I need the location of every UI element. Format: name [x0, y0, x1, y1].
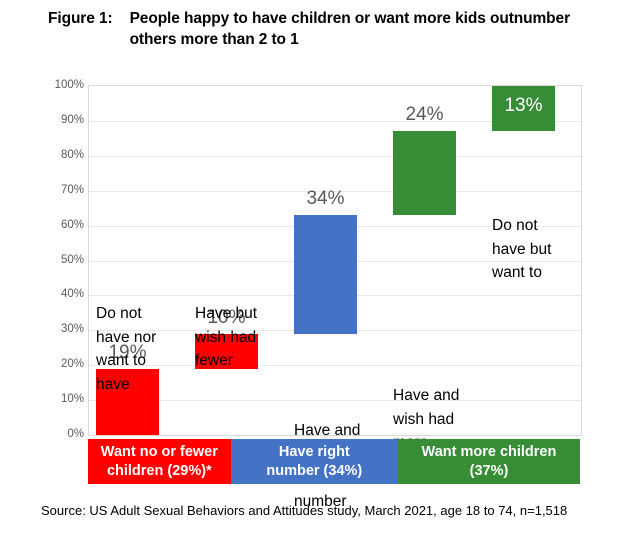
- bar-description: Do not have nor want to have: [96, 305, 157, 393]
- figure-number-label: Figure 1:: [48, 10, 113, 27]
- legend-cell[interactable]: Want more children (37%): [397, 439, 580, 484]
- page-title: Figure 1: People happy to have children …: [48, 8, 608, 50]
- bar-value-label: 34%: [306, 188, 345, 210]
- y-axis-tick-label: 80%: [60, 148, 84, 161]
- bar-segment[interactable]: [294, 215, 357, 334]
- y-axis-tick-label: 40%: [60, 288, 84, 301]
- gridline: [89, 190, 581, 192]
- y-axis-tick-label: 70%: [60, 183, 84, 196]
- category-legend: Want no or fewer children (29%)* Have rig…: [88, 439, 580, 484]
- y-axis-tick-label: 30%: [60, 323, 84, 336]
- bar-segment[interactable]: [393, 131, 456, 216]
- bar-segment[interactable]: [96, 368, 159, 435]
- bar-value-label: 19%: [108, 341, 147, 363]
- y-axis-tick-label: 50%: [60, 253, 84, 266]
- y-axis-tick-label: 60%: [60, 218, 84, 231]
- bar-description: Do not have but want to: [492, 217, 552, 281]
- y-axis: 100% 90% 80% 70% 60% 50% 40% 30% 20% 10% 0%: [34, 78, 84, 440]
- gridline: [89, 400, 581, 402]
- figure-title-text: People happy to have children or want mo…: [129, 10, 571, 48]
- bar-value-label: 10%: [207, 306, 246, 328]
- bar-value-label: 24%: [405, 104, 444, 126]
- legend-cell[interactable]: Want no or fewer children (29%)*: [88, 439, 231, 484]
- bar-segment[interactable]: [195, 333, 258, 369]
- y-axis-tick-label: 0%: [67, 428, 84, 440]
- y-axis-tick-label: 100%: [54, 79, 84, 91]
- gridline: [89, 155, 581, 157]
- y-axis-tick-label: 10%: [60, 393, 84, 406]
- legend-cell[interactable]: Have right number (34%): [230, 439, 398, 484]
- gridline: [89, 365, 581, 367]
- waterfall-chart: 100% 90% 80% 70% 60% 50% 40% 30% 20% 10% 0% 19% Do …: [0, 78, 640, 510]
- y-axis-tick-label: 90%: [60, 113, 84, 126]
- gridline: [89, 120, 581, 122]
- bar-segment[interactable]: [492, 86, 555, 132]
- bar-value-label: 13%: [504, 95, 543, 116]
- y-axis-tick-label: 20%: [60, 358, 84, 371]
- source-note: Source: US Adult Sexual Behaviors and At…: [41, 503, 568, 518]
- bar-description: Have but wish had fewer: [195, 305, 258, 369]
- plot-area: 19% Do not have nor want to have 10% Have b…: [88, 85, 582, 510]
